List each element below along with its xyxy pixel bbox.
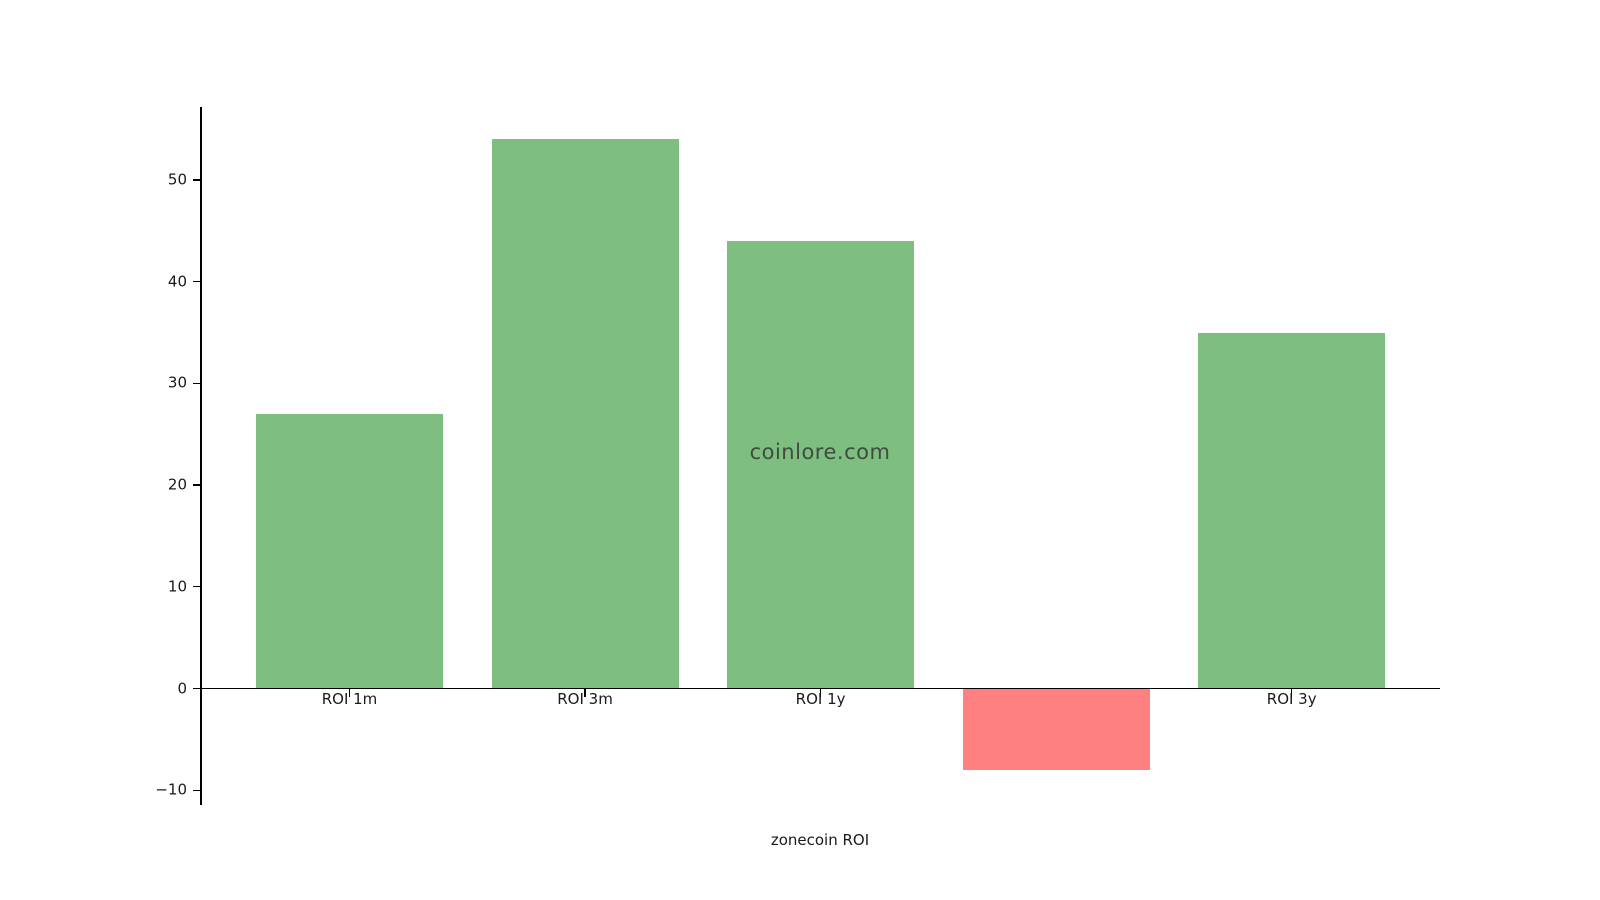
y-axis-spine [200,107,202,805]
x-tick-label-roi-3m: ROI 3m [557,690,613,708]
y-tick-label-10: 10 [167,577,187,596]
bar-roi-3y [1198,332,1386,689]
y-tick-label-50: 50 [167,170,187,189]
x-tick-roi-1y [819,688,822,697]
y-tick-20 [192,484,200,486]
y-tick-0 [192,687,200,690]
y-tick-label-20: 20 [167,475,187,494]
y-tick-50 [192,179,200,181]
x-tick-label-roi-1m: ROI 1m [321,690,378,708]
x-axis-zero-line [200,687,1440,690]
bar-bar-4 [962,688,1150,770]
y-tick-30 [192,382,200,385]
x-tick-roi-1m [348,688,351,697]
x-tick-roi-3m [584,688,586,697]
y-tick-label-30: 30 [167,373,187,392]
bar-roi-1y [727,241,915,689]
bar-roi-3m [491,139,679,689]
y-tick--10 [192,789,200,791]
watermark: coinlore.com [749,440,891,464]
bar-roi-1m [256,413,443,689]
x-tick-roi-3y [1291,688,1293,697]
x-tick-label-roi-1y: ROI 1y [795,690,846,708]
y-tick-10 [192,586,200,588]
x-axis-title: zonecoin ROI [770,831,870,849]
y-tick-label-40: 40 [167,272,187,291]
y-tick-label--10: −10 [155,780,187,799]
x-tick-label-roi-3y: ROI 3y [1266,690,1317,708]
y-tick-40 [192,281,200,283]
y-tick-label-0: 0 [177,679,187,697]
